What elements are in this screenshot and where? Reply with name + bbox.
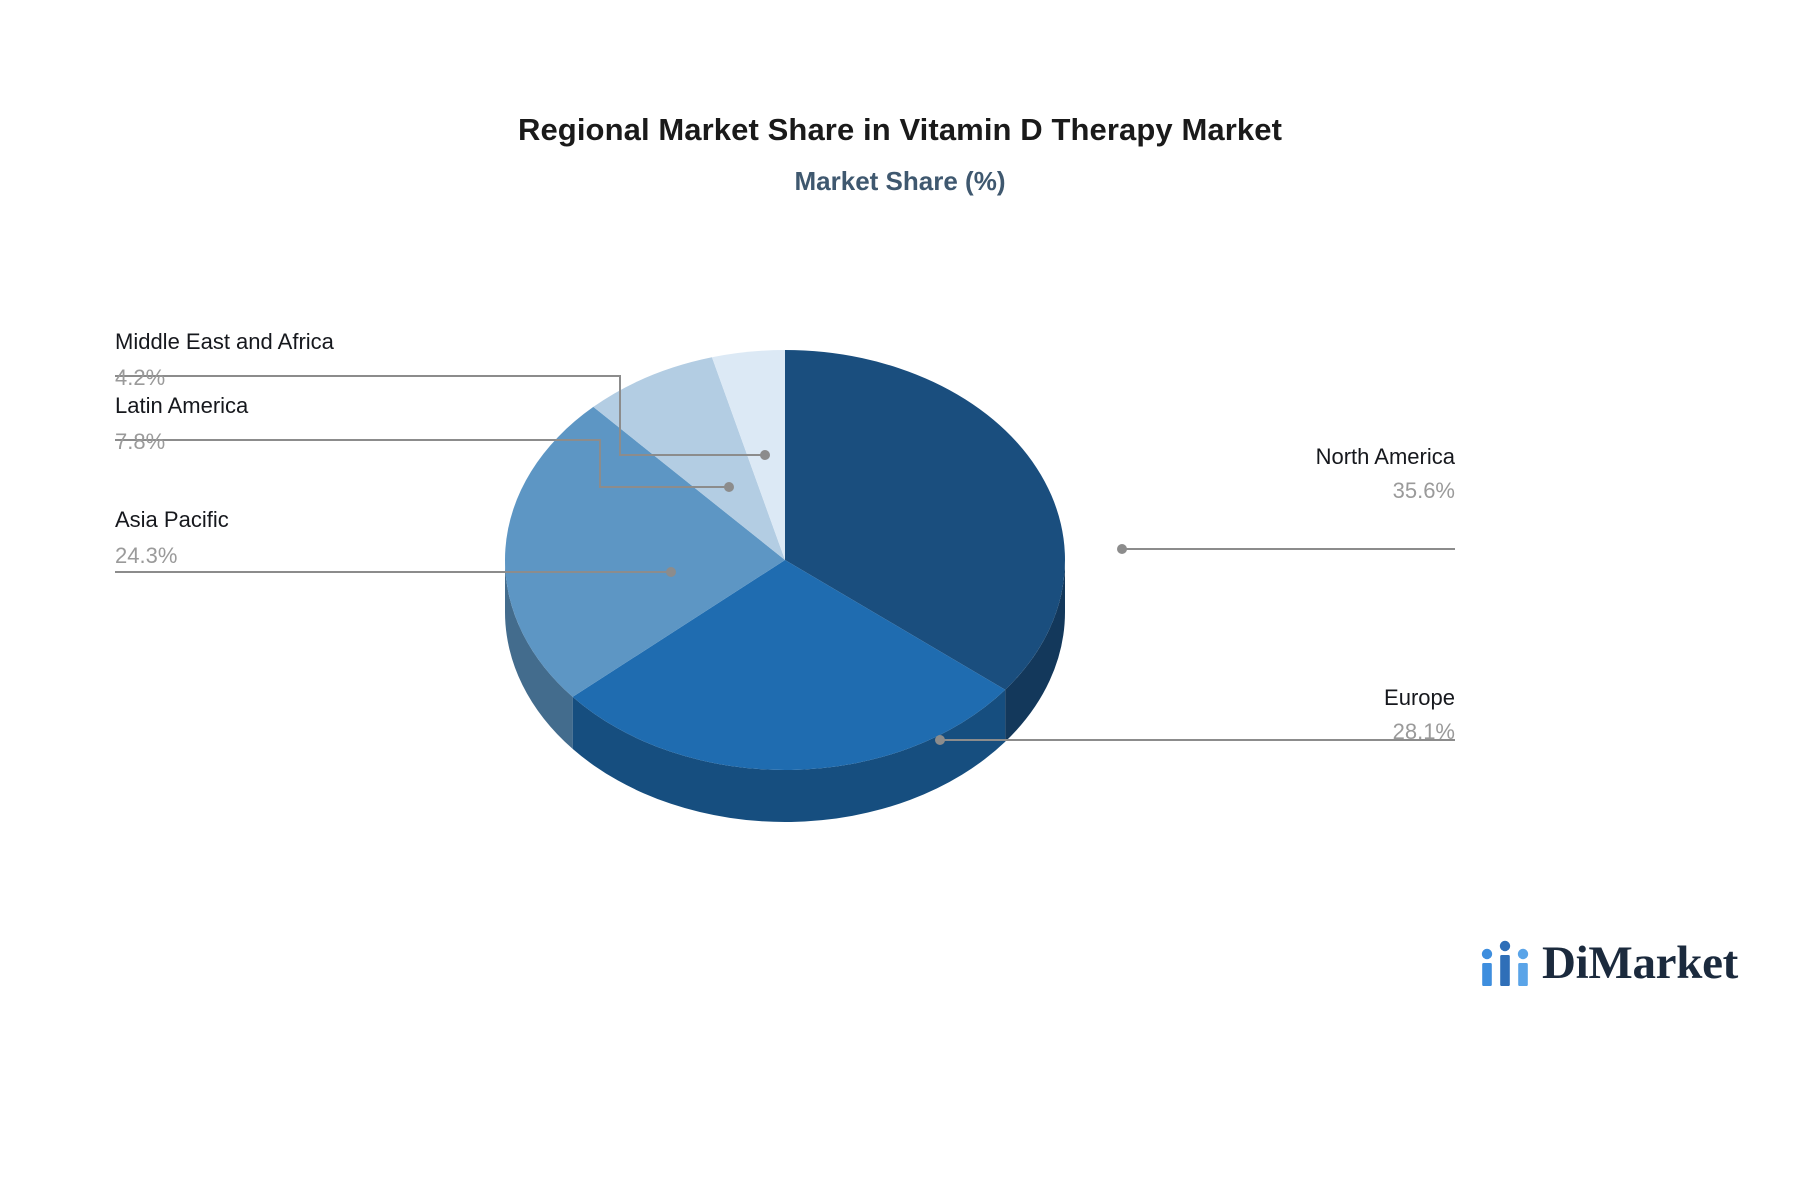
brand-logo-text: DiMarket [1542,936,1738,989]
callout-asia-pacific[interactable]: Asia Pacific 24.3% [115,507,229,569]
leader-lines [115,375,1455,741]
pie-slice-north-america[interactable] [785,350,1065,690]
callout-label-latin-america: Latin America [115,393,249,418]
callout-latin-america[interactable]: Latin America 7.8% [115,393,249,455]
pie-slice-europe[interactable] [572,560,1006,770]
bar-chart-icon [1481,940,1529,986]
pie-side-asia-pacific [505,560,573,749]
pie-side-north-america [1005,560,1065,742]
callout-value-latin-america: 7.8% [115,429,166,455]
callout-label-middle-east-and-africa: Middle East and Africa [115,329,334,354]
leader-line-middle-east-and-africa [115,375,765,456]
pie-3d-top [505,350,1065,770]
callout-middle-east-and-africa[interactable]: Middle East and Africa 4.2% [115,329,334,391]
callout-value-middle-east-and-africa: 4.2% [115,365,166,391]
pie-slice-latin-america[interactable] [593,357,785,560]
chart-subtitle: Market Share (%) [794,166,1006,196]
leader-dot-north-america [1117,544,1127,554]
pie-side-europe [572,689,1006,823]
callout-label-asia-pacific: Asia Pacific [115,507,229,532]
callout-value-north-america: 35.6% [1392,478,1455,503]
callout-label-north-america: North America [1315,444,1455,469]
callout-value-europe: 28.1% [1392,719,1455,744]
leader-dot-latin-america [724,482,734,492]
leader-line-latin-america [115,439,729,488]
leader-dot-asia-pacific [666,567,676,577]
callout-value-asia-pacific: 24.3% [115,543,178,569]
leader-dot-middle-east-and-africa [760,450,770,460]
pie-slice-asia-pacific[interactable] [505,406,785,697]
brand-logo[interactable]: DiMarket [1480,938,1738,988]
pie-3d-sides [505,560,1065,823]
leader-dots [666,450,1127,745]
callout-label-europe: Europe [1384,685,1455,710]
chart-title: Regional Market Share in Vitamin D Thera… [517,112,1283,147]
leader-dot-europe [935,735,945,745]
